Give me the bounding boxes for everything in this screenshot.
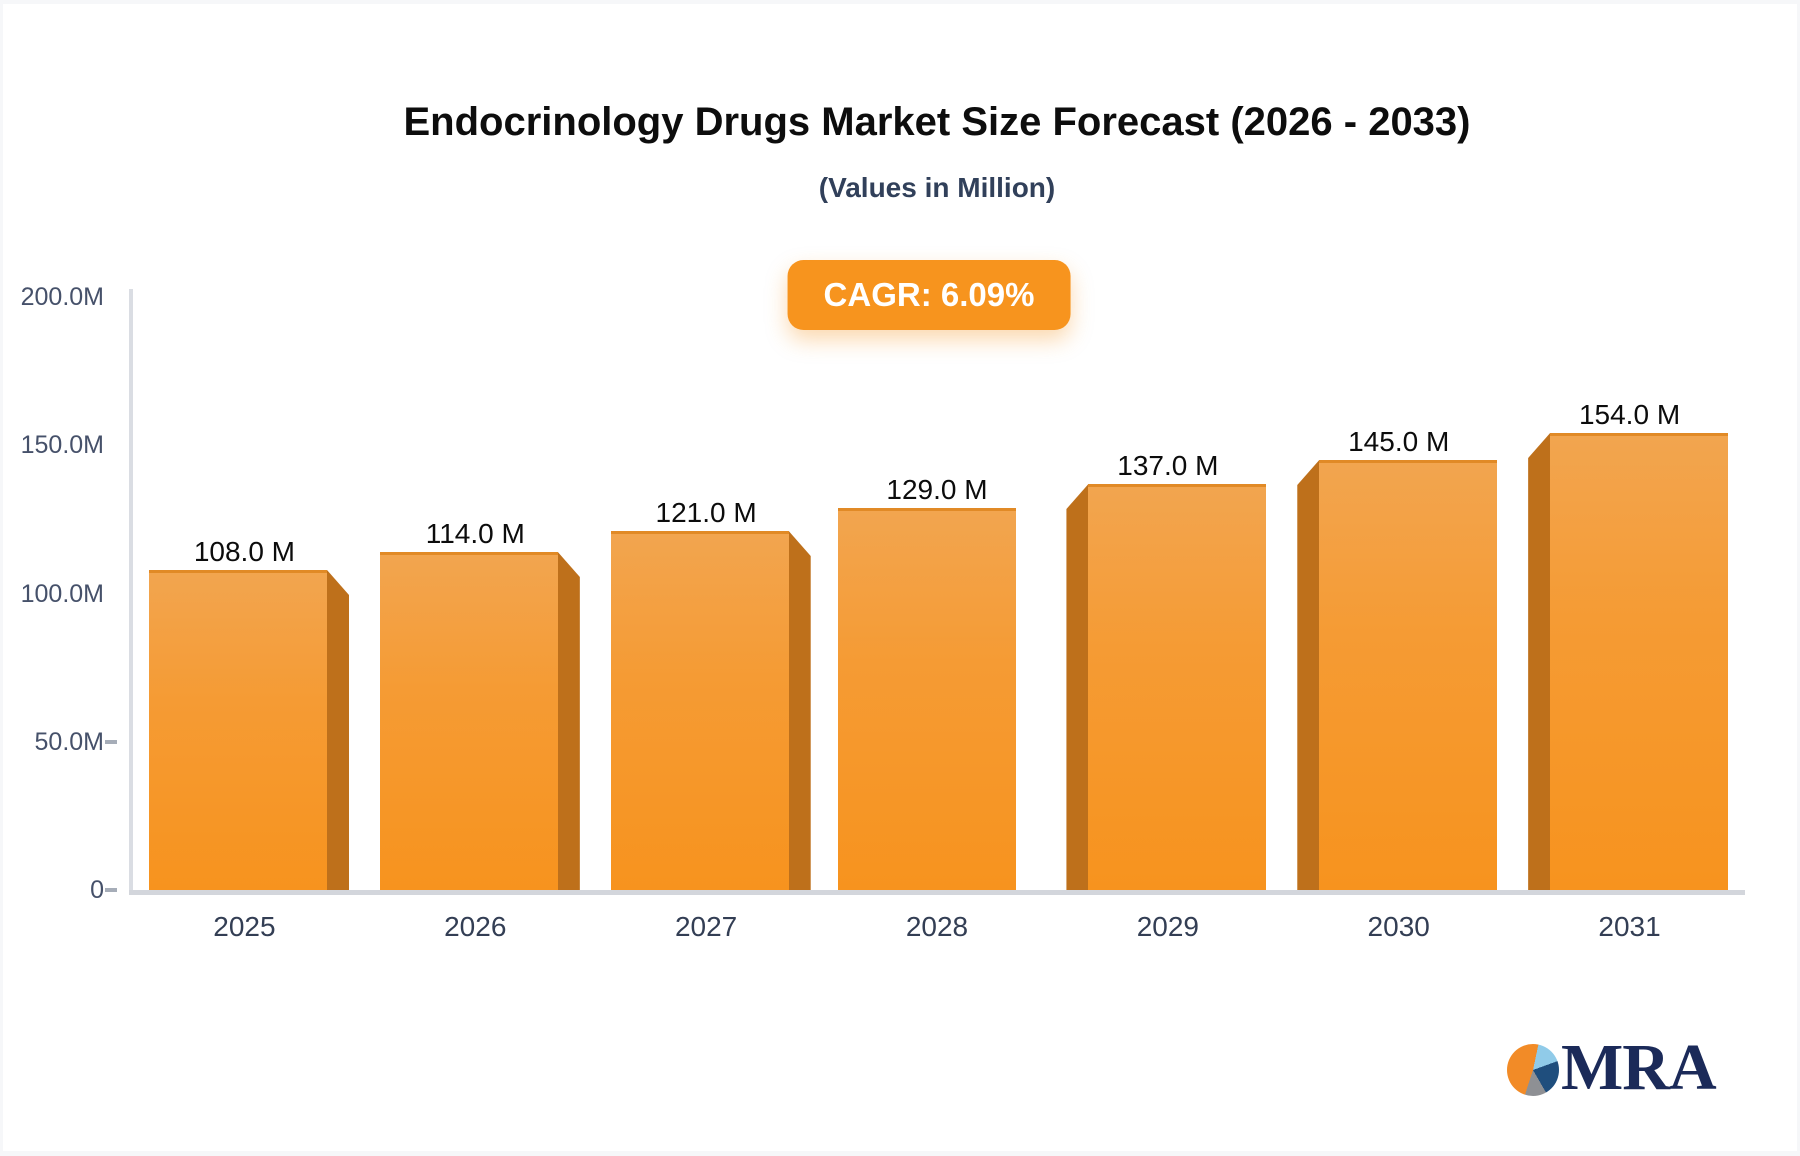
x-axis-label-2029: 2029 xyxy=(1136,911,1199,942)
bar-2027[interactable] xyxy=(610,531,789,890)
bar-2025[interactable] xyxy=(149,570,327,890)
y-axis-label-200.0M: 200.0M xyxy=(20,283,104,311)
bar-2026[interactable] xyxy=(379,552,558,890)
bar-value-label-2028: 129.0 M xyxy=(886,474,988,505)
y-axis-line xyxy=(129,289,133,894)
bar-side-shadow-2030 xyxy=(1297,460,1320,890)
x-axis-label-2027: 2027 xyxy=(674,911,738,942)
bar-slot-2031: 154.0 M 2031 xyxy=(1514,289,1745,942)
bar-slot-2026: 114.0 M 2026 xyxy=(360,289,591,942)
y-axis-label-100.0M: 100.0M xyxy=(20,579,104,608)
chart-subtitle: (Values in Million) xyxy=(818,172,1056,203)
bar-2028[interactable] xyxy=(837,508,1016,890)
y-axis-label-0: 0 xyxy=(90,876,104,904)
y-axis-label-50.0M: 50.0M xyxy=(34,727,104,756)
bar-slot-2029: 137.0 M 2029 xyxy=(1052,289,1283,942)
bar-side-shadow-2026 xyxy=(557,552,580,890)
cagr-badge: CAGR: 6.09% xyxy=(787,260,1071,330)
x-axis-line xyxy=(129,890,1745,895)
bar-value-label-2025: 108.0 M xyxy=(193,536,295,567)
x-axis-label-2030: 2030 xyxy=(1367,911,1430,942)
bar-value-label-2026: 114.0 M xyxy=(425,518,525,549)
x-axis-label-2026: 2026 xyxy=(444,911,507,942)
bar-side-shadow-2031 xyxy=(1528,433,1551,890)
bar-side-shadow-2027 xyxy=(788,531,811,890)
bar-value-label-2031: 154.0 M xyxy=(1578,399,1681,430)
plot-area: 108.0 M 2025 114.0 M 2026 121.0 M 2027 129.0 M… xyxy=(129,289,1745,942)
chart-title: Endocrinology Drugs Market Size Forecast… xyxy=(403,100,1471,144)
y-axis-label-150.0M: 150.0M xyxy=(20,431,104,460)
bar-slot-2028: 129.0 M 2028 xyxy=(822,289,1053,942)
y-axis-tick-0 xyxy=(105,888,117,892)
bar-value-label-2030: 145.0 M xyxy=(1348,426,1450,457)
bar-2029[interactable] xyxy=(1088,484,1267,890)
y-axis-labels: 200.0M 150.0M 100.0M 50.0M 0 xyxy=(3,283,117,904)
x-axis-label-2031: 2031 xyxy=(1598,911,1661,942)
bar-slot-2027: 121.0 M 2027 xyxy=(591,289,822,942)
bar-slot-2025: 108.0 M 2025 xyxy=(129,289,360,942)
bar-2030[interactable] xyxy=(1319,460,1498,890)
y-axis-tick-50.0M xyxy=(105,739,117,744)
pie-chart-logo-icon xyxy=(1507,1044,1559,1096)
brand-logo: MRA xyxy=(1507,1035,1717,1101)
bar-side-shadow-2029 xyxy=(1066,484,1089,890)
x-axis-label-2028: 2028 xyxy=(905,911,969,942)
bar-slot-2030: 145.0 M 2030 xyxy=(1283,289,1514,942)
bar-2031[interactable] xyxy=(1550,433,1729,890)
bar-value-label-2029: 137.0 M xyxy=(1117,450,1219,481)
bar-value-label-2027: 121.0 M xyxy=(655,497,757,528)
bar-side-shadow-2025 xyxy=(327,570,349,890)
x-axis-label-2025: 2025 xyxy=(213,911,276,942)
brand-logo-text: MRA xyxy=(1561,1031,1717,1104)
